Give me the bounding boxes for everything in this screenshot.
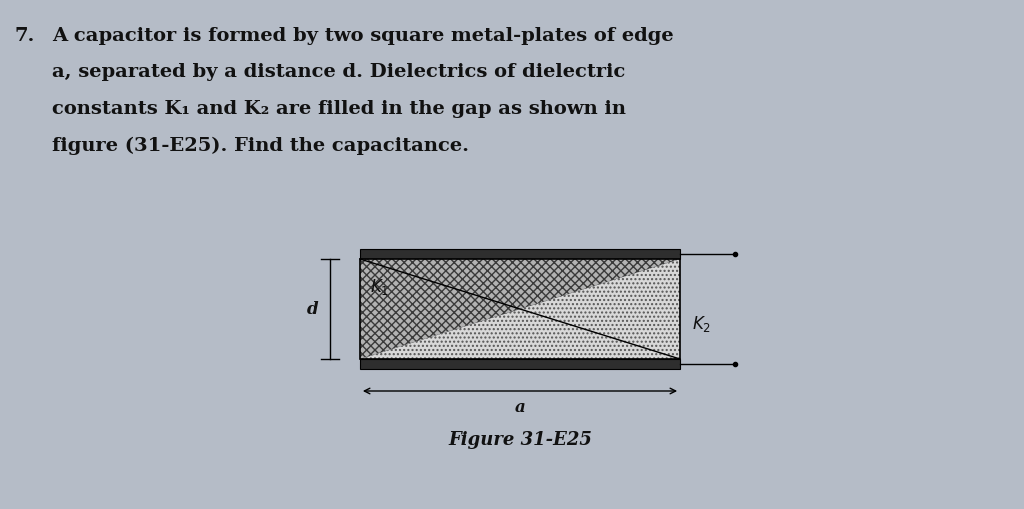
Text: d: d	[306, 300, 318, 318]
Text: a, separated by a distance d. Dielectrics of dielectric: a, separated by a distance d. Dielectric…	[52, 64, 626, 81]
Text: $K_2$: $K_2$	[692, 314, 711, 334]
Text: constants K₁ and K₂ are filled in the gap as shown in: constants K₁ and K₂ are filled in the ga…	[52, 100, 626, 118]
Bar	[360, 259, 680, 359]
Bar	[360, 359, 680, 369]
Bar	[360, 249, 680, 259]
Polygon shape	[360, 259, 680, 359]
Text: a: a	[515, 399, 525, 416]
Text: A capacitor is formed by two square metal-plates of edge: A capacitor is formed by two square meta…	[52, 27, 674, 45]
Text: figure (31-E25). Find the capacitance.: figure (31-E25). Find the capacitance.	[52, 136, 469, 155]
Text: Figure 31-E25: Figure 31-E25	[449, 431, 592, 449]
Text: 7.: 7.	[15, 27, 36, 45]
Text: $K_1$: $K_1$	[370, 277, 389, 297]
Polygon shape	[360, 259, 680, 359]
